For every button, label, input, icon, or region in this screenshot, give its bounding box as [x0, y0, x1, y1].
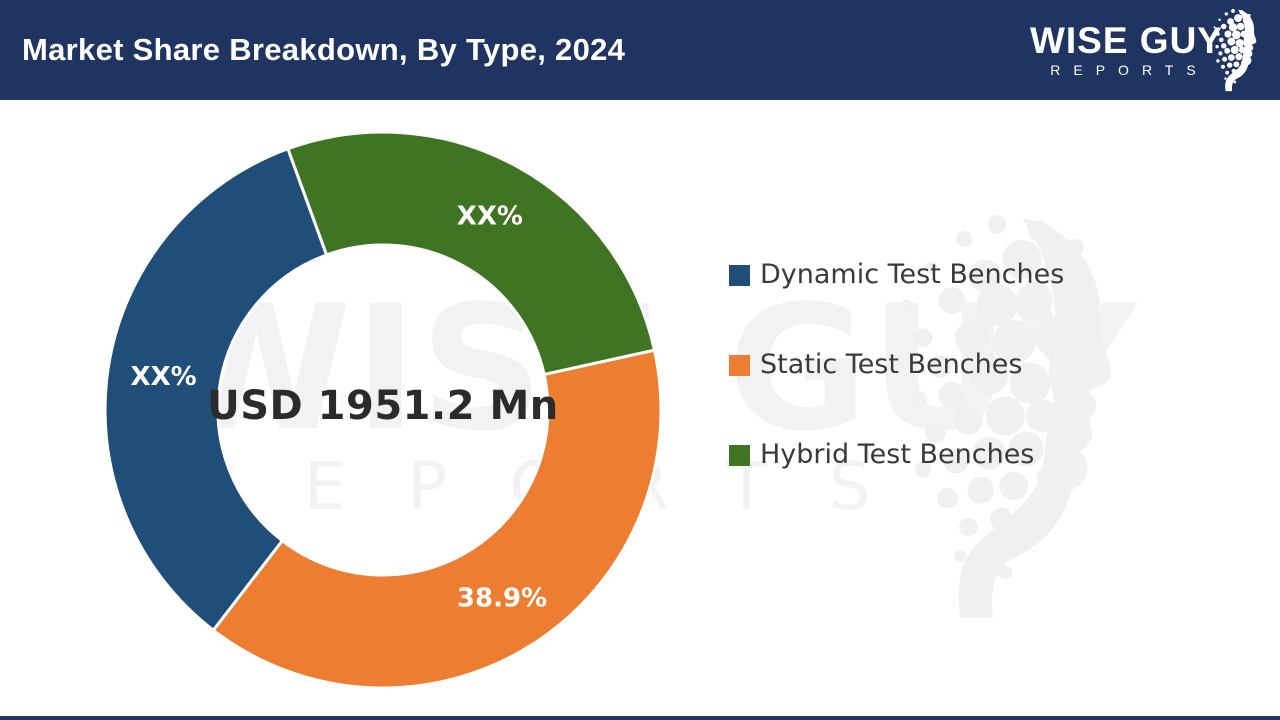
legend-swatch-hybrid	[729, 444, 750, 466]
chart-legend: Dynamic Test Benches Static Test Benches…	[729, 258, 1064, 528]
legend-item-hybrid: Hybrid Test Benches	[729, 438, 1064, 472]
pie-segment-2	[211, 348, 663, 690]
legend-swatch-static	[729, 354, 750, 376]
brand-logo: WISE GUY REPORTS	[1030, 8, 1266, 92]
segment-value-label-2: 38.9%	[457, 584, 547, 614]
legend-swatch-dynamic	[729, 264, 750, 286]
legend-label-static: Static Test Benches	[760, 349, 1023, 380]
legend-label-hybrid: Hybrid Test Benches	[760, 439, 1035, 470]
pie-segment-3	[286, 130, 656, 376]
segment-value-label-1: XX%	[131, 362, 197, 392]
legend-item-static: Static Test Benches	[729, 348, 1064, 382]
legend-item-dynamic: Dynamic Test Benches	[729, 258, 1064, 292]
legend-label-dynamic: Dynamic Test Benches	[760, 259, 1065, 290]
logo-wordmark-block: WISE GUY REPORTS	[1029, 19, 1223, 79]
dotted-face-profile-icon	[1211, 8, 1266, 92]
bottom-accent-bar	[0, 716, 1280, 720]
page-title: Market Share Breakdown, By Type, 2024	[22, 32, 626, 67]
logo-wordmark: WISE GUY	[1029, 19, 1223, 61]
header-bar: Market Share Breakdown, By Type, 2024 WI…	[0, 0, 1280, 100]
donut-chart: XX% 38.9% XX%	[103, 130, 663, 690]
segment-value-label-3: XX%	[457, 202, 523, 232]
chart-center-value: USD 1951.2 Mn	[207, 383, 559, 429]
pie-segment-1	[103, 147, 329, 632]
logo-subtitle: REPORTS	[1050, 62, 1209, 79]
